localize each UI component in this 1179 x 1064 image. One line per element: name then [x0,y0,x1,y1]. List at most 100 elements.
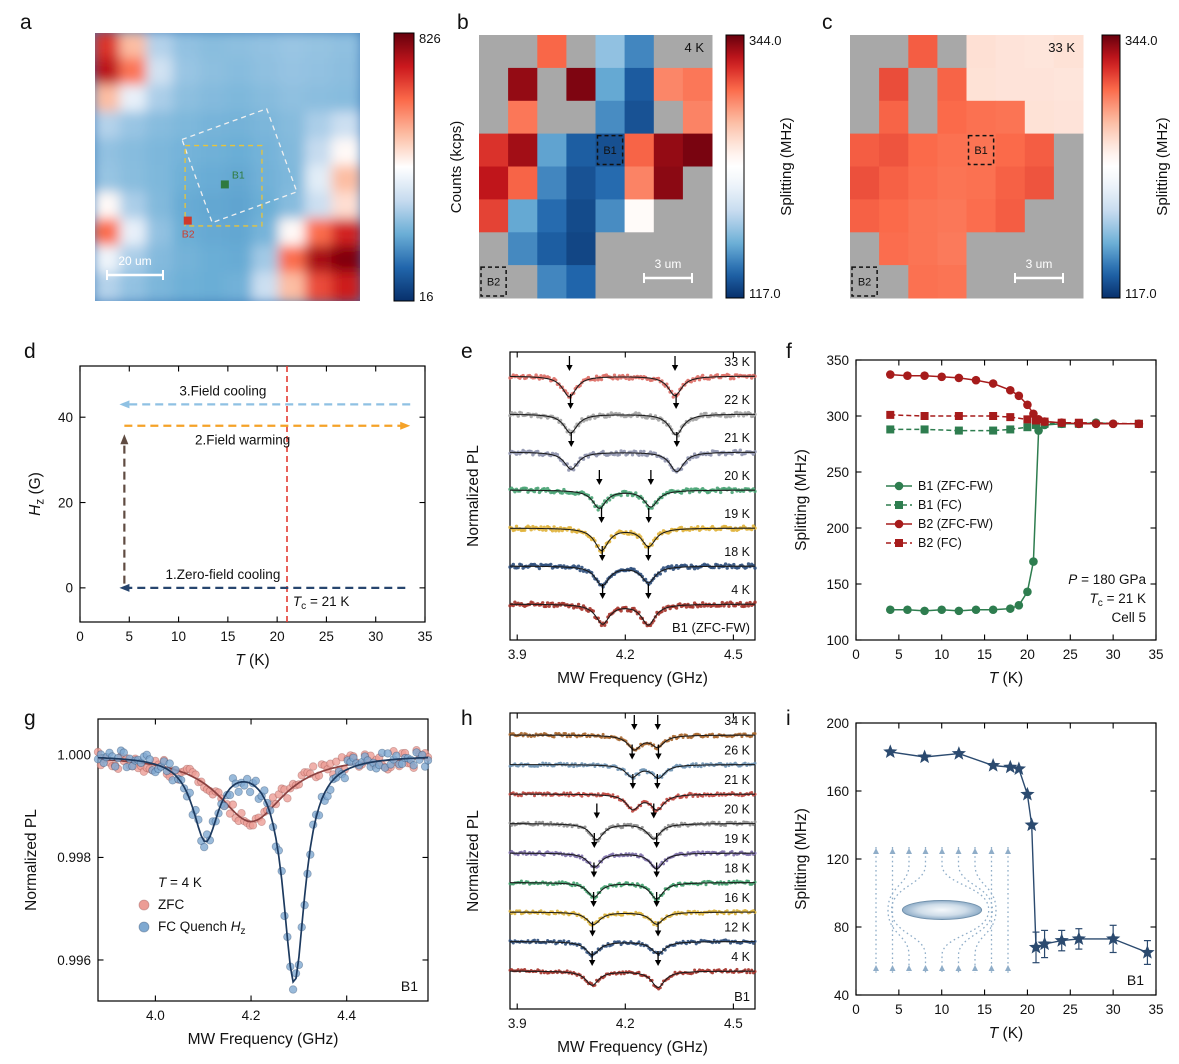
chart-svg: c 33 K B1 B2 3 um 344.0 117.0 Splitting (MHz) [822,11,1171,301]
spectrum-19K: 19 K [508,507,757,554]
x-axis-label: MW Frequency (GHz) [188,1031,339,1048]
svg-text:5: 5 [126,629,134,644]
legend: T = 4 K ZFC FC Quench Hz [138,875,246,937]
svg-text:35: 35 [1148,647,1163,662]
region-label-B1: B1 [974,145,987,157]
series-B1 (FC) [886,419,1143,435]
legend: B1 (ZFC-FW) B1 (FC) B2 (ZFC-FW) B2 (FC) [886,479,993,550]
spectrum-19K: 19 K [508,832,757,871]
region-box-B2 [480,266,507,297]
temperature-label: 4 K [731,583,750,597]
panel-i-splitting-vs-temperature-fc: i 0 5 10 15 20 25 30 35 40 80 120 160 200 T (K) Splitti… [780,697,1179,1064]
svg-text:15: 15 [977,647,992,662]
scalebar: 3 um [1014,257,1064,283]
svg-text:5: 5 [895,647,903,662]
panel-label: c [822,11,833,34]
svg-text:300: 300 [826,409,849,424]
svg-text:3 um: 3 um [1026,257,1053,271]
colorbar-min-label: 117.0 [749,286,781,301]
svg-text:30: 30 [1106,647,1121,662]
panel-c-splitting-map-33k: c 33 K B1 B2 3 um 344.0 117.0 Splitting (MHz) [820,5,1179,321]
panel-g-odmr-overlay: g 4.0 4.2 4.4 0.996 0.998 1.000 MW Frequency (G… [10,697,450,1062]
svg-text:20: 20 [270,629,285,644]
legend-item: B2 (ZFC-FW) [918,517,993,531]
region-label-B1: B1 [603,145,616,157]
panel-d-field-protocol: d 0 5 10 15 20 25 30 35 0 20 40 T (K) Hz (G) Tc = 21 K… [10,330,450,692]
spectrum-22K: 22 K [508,393,757,438]
region-label-B2: B2 [858,277,871,289]
protocol-step-3: 2.Field warming [124,421,411,448]
svg-text:25: 25 [1063,1002,1078,1017]
spectrum-4K: 4 K [508,950,757,991]
series-B2 (FC) [886,410,1143,428]
axes: 4.0 4.2 4.4 0.996 0.998 1.000 MW Frequency (GH… [23,718,429,1048]
splitting-map: 4 K B1 B2 3 um [479,35,713,299]
temperature-label: 16 K [724,891,750,905]
svg-text:30: 30 [1106,1002,1121,1017]
chart-svg: f 0 5 10 15 20 25 30 35 100 150 200 250 300 350 T (K) Sp… [786,340,1164,687]
y-axis-label: Normalized PL [23,809,40,911]
axes: 3.9 4.2 4.5 MW Frequency (GHz) Normalized PL [465,351,756,687]
marker-B1 [220,180,229,189]
chart-svg: b 4 K B1 B2 3 um 344.0 117.0 Splitting (MHz) [457,11,795,301]
legend-item: ZFC [158,897,184,912]
panel-label: g [24,707,36,730]
spectrum-18K: 18 K [508,862,757,902]
colorbar-title: Splitting (MHz) [778,117,795,215]
svg-text:160: 160 [826,784,849,799]
svg-text:40: 40 [58,410,73,425]
svg-text:150: 150 [826,577,849,592]
confocal-map: B1 B2 20 um [95,33,360,301]
panel-f-splitting-vs-temperature: f 0 5 10 15 20 25 30 35 100 150 200 250 300 350 T (K) Sp… [780,330,1179,692]
corner-label: B1 [734,989,750,1004]
svg-text:1.000: 1.000 [57,748,91,763]
temperature-label: 33 K [1048,40,1075,55]
svg-text:15: 15 [220,629,235,644]
y-axis-label: Normalized PL [465,810,482,912]
legend-item: B1 (FC) [918,498,962,512]
svg-text:100: 100 [826,633,849,648]
svg-text:4.0: 4.0 [146,1008,165,1023]
chart-svg: h 3.9 4.2 4.5 MW Frequency (GHz) Normalized P… [461,707,757,1056]
panel-label: a [20,11,32,34]
svg-text:30: 30 [368,629,383,644]
svg-text:0: 0 [76,629,84,644]
chart-svg: i 0 5 10 15 20 25 30 35 40 80 120 160 200 T (K) Splitti… [786,707,1164,1042]
svg-text:3.9: 3.9 [508,647,527,662]
x-axis-label: MW Frequency (GHz) [557,670,708,687]
axes: 0 5 10 15 20 25 30 35 100 150 200 250 300 350 T (K) Spl… [793,353,1164,687]
legend-item: B2 (FC) [918,536,962,550]
spectrum-16K: 16 K [508,891,757,927]
svg-text:3.9: 3.9 [508,1016,527,1031]
overlay-rect [181,107,298,224]
temperature-label: 4 K [731,950,750,964]
svg-text:40: 40 [834,988,849,1003]
marker-label-B2: B2 [182,229,195,241]
panel-a-confocal-map: a B1 B2 20 um 826 16 Counts (kcps) [10,5,480,321]
x-axis-label: T (K) [989,670,1023,687]
region-box-B1 [967,134,995,166]
svg-text:3 um: 3 um [655,257,682,271]
y-axis-label: Splitting (MHz) [793,808,810,910]
temperature-label: 12 K [724,921,750,935]
x-axis-label: MW Frequency (GHz) [557,1039,708,1056]
y-axis-label: Splitting (MHz) [793,449,810,551]
svg-text:15: 15 [977,1002,992,1017]
marker-label-B1: B1 [232,169,245,181]
spectrum-33K: 33 K [508,355,757,399]
y-axis-label: Normalized PL [465,445,482,547]
x-axis-label: T (K) [989,1025,1023,1042]
svg-text:20: 20 [1020,1002,1035,1017]
panel-label: h [461,707,473,730]
svg-text:10: 10 [171,629,186,644]
svg-text:35: 35 [417,629,432,644]
colorbar-max-label: 826 [419,31,441,46]
chart-svg: a B1 B2 20 um 826 16 Counts (kcps) [20,11,465,304]
protocol-step-4: 3.Field cooling [119,383,411,409]
panel-e-odmr-stack-zfc-fw: e 3.9 4.2 4.5 MW Frequency (GHz) Normalized P… [455,330,785,692]
protocol-step-label: 3.Field cooling [179,383,266,398]
svg-text:4.5: 4.5 [724,1016,743,1031]
temperature-label: 19 K [724,832,750,846]
svg-text:350: 350 [826,353,849,368]
spectrum-20K: 20 K [508,469,757,512]
